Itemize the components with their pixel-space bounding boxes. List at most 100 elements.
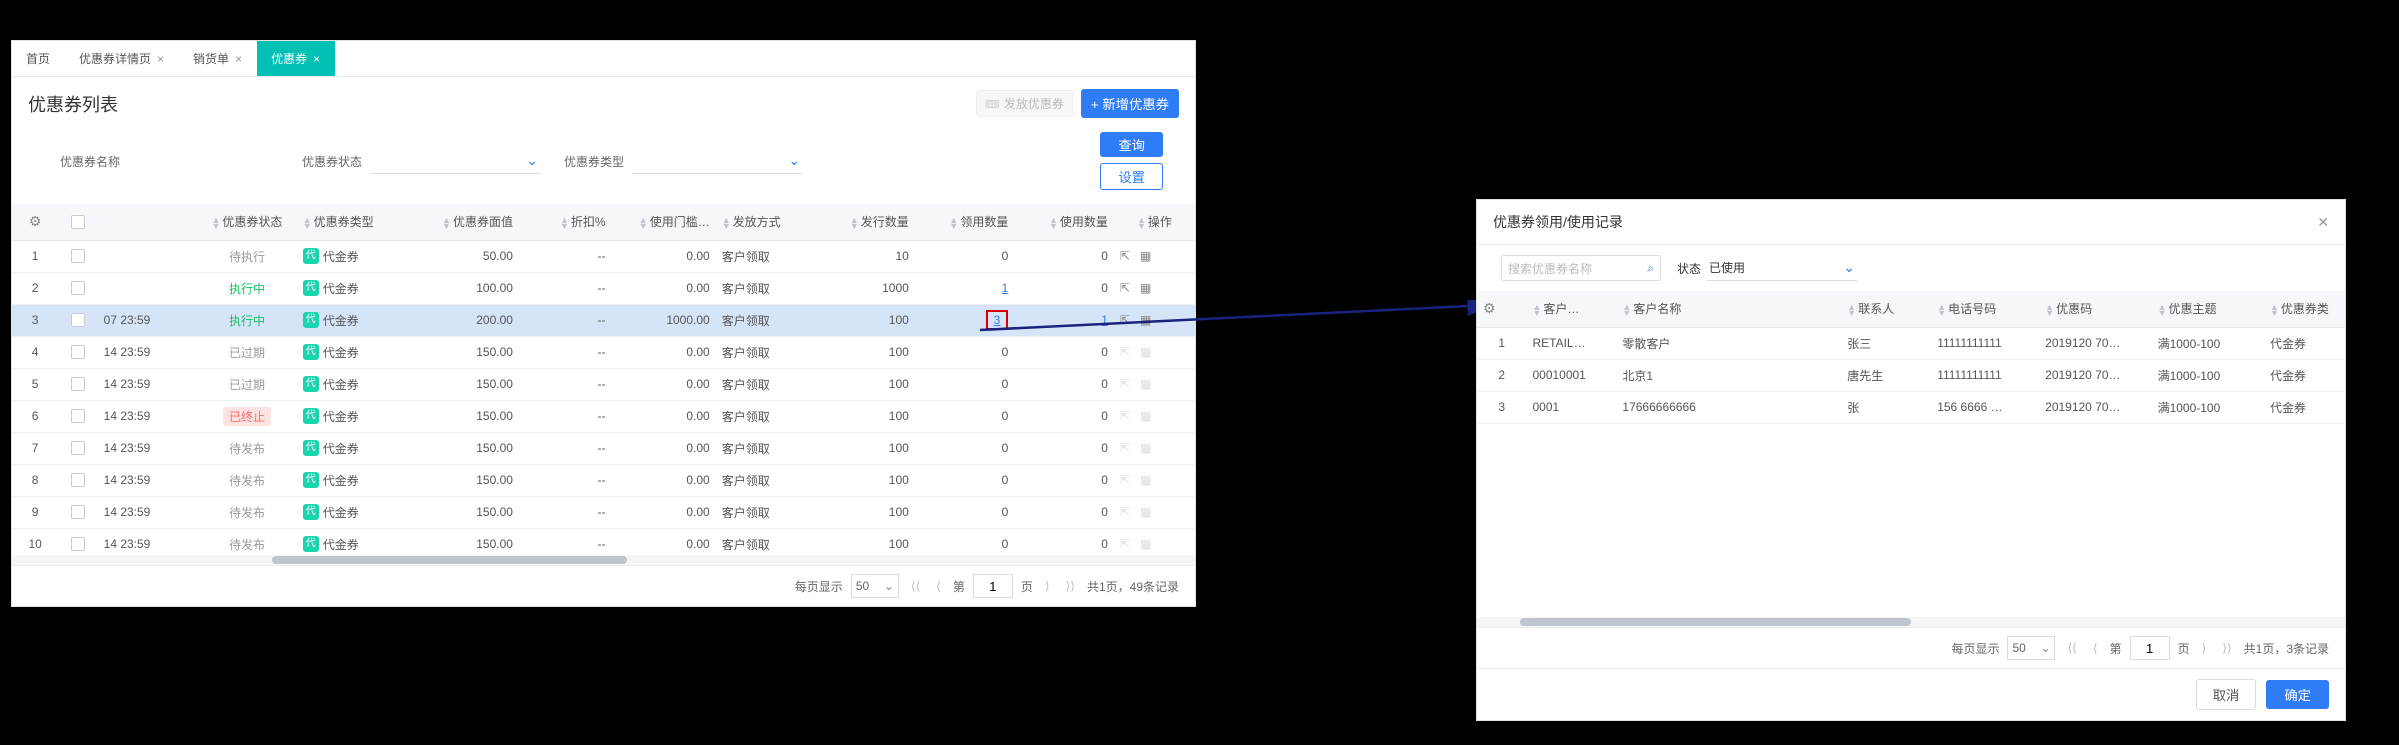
coupon-status-select[interactable]: ⌄ bbox=[370, 148, 540, 174]
column-header[interactable]: ▲▼领用数量 bbox=[915, 204, 1015, 240]
column-header[interactable]: ▲▼使用数量 bbox=[1014, 204, 1114, 240]
column-header[interactable]: ▲▼优惠主题 bbox=[2152, 291, 2264, 327]
column-header[interactable]: ▲▼折扣% bbox=[519, 204, 612, 240]
table-row[interactable]: 614 23:59已终止代代金券150.00--0.00客户领取10000⇱▦ bbox=[12, 400, 1195, 432]
table-row[interactable]: 414 23:59已过期代代金券150.00--0.00客户领取10000⇱▦ bbox=[12, 336, 1195, 368]
row-checkbox[interactable] bbox=[71, 377, 85, 391]
row-checkbox[interactable] bbox=[71, 249, 85, 263]
row-checkbox[interactable] bbox=[71, 537, 85, 551]
row-checkbox[interactable] bbox=[71, 281, 85, 295]
filter-name: 优惠券名称 bbox=[60, 148, 278, 174]
row-checkbox[interactable] bbox=[71, 441, 85, 455]
table-row[interactable]: 1RETAIL…零散客户张三111111111112019120 70…满100… bbox=[1477, 327, 2345, 359]
table-row[interactable]: 307 23:59执行中代代金券200.00--1000.00客户领取10031… bbox=[12, 304, 1195, 336]
page-title: 优惠券列表 bbox=[28, 91, 118, 117]
qr-icon[interactable]: ▦ bbox=[1140, 281, 1151, 295]
add-coupon-button[interactable]: + 新增优惠券 bbox=[1081, 89, 1179, 118]
select-all-checkbox[interactable] bbox=[71, 215, 85, 229]
prev-page-button[interactable]: ⟨ bbox=[932, 579, 945, 593]
row-checkbox[interactable] bbox=[71, 409, 85, 423]
next-page-button[interactable]: ⟩ bbox=[1041, 579, 1054, 593]
last-page-button[interactable]: ⟩⟩ bbox=[1062, 579, 1079, 593]
row-checkbox[interactable] bbox=[71, 345, 85, 359]
column-header[interactable]: ▲▼联系人 bbox=[1841, 291, 1931, 327]
settings-button[interactable]: 设置 bbox=[1100, 163, 1163, 190]
row-checkbox[interactable] bbox=[71, 505, 85, 519]
distribute-coupon-button[interactable]: 🎟 发放优惠券 bbox=[976, 90, 1073, 117]
prev-page-button[interactable]: ⟨ bbox=[2089, 641, 2102, 655]
first-page-button[interactable]: ⟨⟨ bbox=[907, 579, 924, 593]
page-number-input[interactable] bbox=[2130, 636, 2170, 660]
use-count-link[interactable]: 1 bbox=[1101, 313, 1108, 327]
share-icon[interactable]: ⇱ bbox=[1120, 313, 1130, 327]
cell-threshold: 0.00 bbox=[612, 464, 716, 496]
gear-icon[interactable]: ⚙ bbox=[29, 213, 42, 229]
row-checkbox[interactable] bbox=[71, 473, 85, 487]
coupon-type-select[interactable]: ⌄ bbox=[632, 148, 802, 174]
first-page-button[interactable]: ⟨⟨ bbox=[2063, 641, 2080, 655]
column-header[interactable]: ▲▼客户名称 bbox=[1616, 291, 1841, 327]
column-header[interactable]: ⚙ bbox=[12, 204, 58, 240]
gear-icon[interactable]: ⚙ bbox=[1483, 300, 1496, 316]
column-header[interactable]: ⚙ bbox=[1477, 291, 1526, 327]
column-header[interactable] bbox=[98, 204, 198, 240]
column-header[interactable]: ▲▼客户… bbox=[1526, 291, 1616, 327]
column-header[interactable]: ▲▼优惠码 bbox=[2039, 291, 2151, 327]
per-page-select[interactable]: 50⌄ bbox=[851, 574, 899, 598]
column-header[interactable]: ▲▼操作 bbox=[1114, 204, 1195, 240]
coupon-type: 代代金券 bbox=[303, 536, 359, 553]
ok-button[interactable]: 确定 bbox=[2266, 680, 2329, 709]
share-icon: ⇱ bbox=[1120, 441, 1130, 455]
coupon-name-input[interactable] bbox=[128, 148, 278, 174]
column-header[interactable]: ▲▼优惠券面值 bbox=[408, 204, 519, 240]
cell-face: 150.00 bbox=[408, 336, 519, 368]
table-row[interactable]: 1014 23:59待发布代代金券150.00--0.00客户领取10000⇱▦ bbox=[12, 528, 1195, 555]
row-checkbox[interactable] bbox=[71, 313, 85, 327]
close-icon[interactable]: × bbox=[235, 52, 242, 66]
share-icon[interactable]: ⇱ bbox=[1120, 281, 1130, 295]
table-row[interactable]: 200010001北京1唐先生111111111112019120 70…满10… bbox=[1477, 359, 2345, 391]
cancel-button[interactable]: 取消 bbox=[2196, 679, 2257, 710]
column-header[interactable]: ▲▼优惠券状态 bbox=[197, 204, 297, 240]
column-header[interactable]: ▲▼优惠券类型 bbox=[297, 204, 408, 240]
query-button[interactable]: 查询 bbox=[1100, 132, 1163, 157]
close-icon[interactable]: ✕ bbox=[2317, 214, 2329, 231]
table-row[interactable]: 914 23:59待发布代代金券150.00--0.00客户领取10000⇱▦ bbox=[12, 496, 1195, 528]
modal-pagination: 每页显示 50⌄ ⟨⟨ ⟨ 第 页 ⟩ ⟩⟩ 共1页，3条记录 bbox=[1477, 627, 2345, 668]
table-row[interactable]: 3000117666666666张156 6666 …2019120 70…满1… bbox=[1477, 391, 2345, 423]
column-header[interactable] bbox=[58, 204, 97, 240]
column-header[interactable]: ▲▼发放方式 bbox=[716, 204, 816, 240]
column-header[interactable]: ▲▼优惠券类 bbox=[2264, 291, 2345, 327]
claim-count-link[interactable]: 3 bbox=[994, 313, 1001, 327]
tab-item[interactable]: 优惠券详情页× bbox=[65, 41, 179, 76]
column-header[interactable]: ▲▼电话号码 bbox=[1931, 291, 2039, 327]
tab-item[interactable]: 首页 bbox=[12, 41, 65, 76]
table-row[interactable]: 2执行中代代金券100.00--0.00客户领取100010⇱▦ bbox=[12, 272, 1195, 304]
column-label: 优惠券状态 bbox=[222, 215, 282, 229]
cell-face: 150.00 bbox=[408, 368, 519, 400]
hscroll-thumb[interactable] bbox=[272, 556, 627, 564]
qr-icon[interactable]: ▦ bbox=[1140, 249, 1151, 263]
hscroll-thumb[interactable] bbox=[1520, 618, 1911, 626]
table-row[interactable]: 514 23:59已过期代代金券150.00--0.00客户领取10000⇱▦ bbox=[12, 368, 1195, 400]
close-icon[interactable]: × bbox=[313, 52, 320, 66]
page-number-input[interactable] bbox=[973, 574, 1013, 598]
column-header[interactable]: ▲▼发行数量 bbox=[815, 204, 915, 240]
status-filter-select[interactable]: 已使用 ⌄ bbox=[1707, 255, 1857, 281]
modal-hscroll[interactable] bbox=[1477, 617, 2345, 627]
per-page-select[interactable]: 50⌄ bbox=[2007, 636, 2055, 660]
tab-item[interactable]: 优惠券× bbox=[257, 41, 335, 76]
claim-count-link[interactable]: 1 bbox=[1002, 281, 1009, 295]
qr-icon[interactable]: ▦ bbox=[1140, 313, 1151, 327]
table-row[interactable]: 714 23:59待发布代代金券150.00--0.00客户领取10000⇱▦ bbox=[12, 432, 1195, 464]
search-coupon-input[interactable]: 搜索优惠券名称 ⌕ bbox=[1501, 255, 1661, 281]
close-icon[interactable]: × bbox=[157, 52, 164, 66]
table-hscroll[interactable] bbox=[12, 555, 1195, 565]
tab-item[interactable]: 销货单× bbox=[179, 41, 257, 76]
column-header[interactable]: ▲▼使用门槛… bbox=[612, 204, 716, 240]
next-page-button[interactable]: ⟩ bbox=[2198, 641, 2211, 655]
table-row[interactable]: 1待执行代代金券50.00--0.00客户领取1000⇱▦ bbox=[12, 240, 1195, 272]
share-icon[interactable]: ⇱ bbox=[1120, 249, 1130, 263]
last-page-button[interactable]: ⟩⟩ bbox=[2218, 641, 2235, 655]
table-row[interactable]: 814 23:59待发布代代金券150.00--0.00客户领取10000⇱▦ bbox=[12, 464, 1195, 496]
